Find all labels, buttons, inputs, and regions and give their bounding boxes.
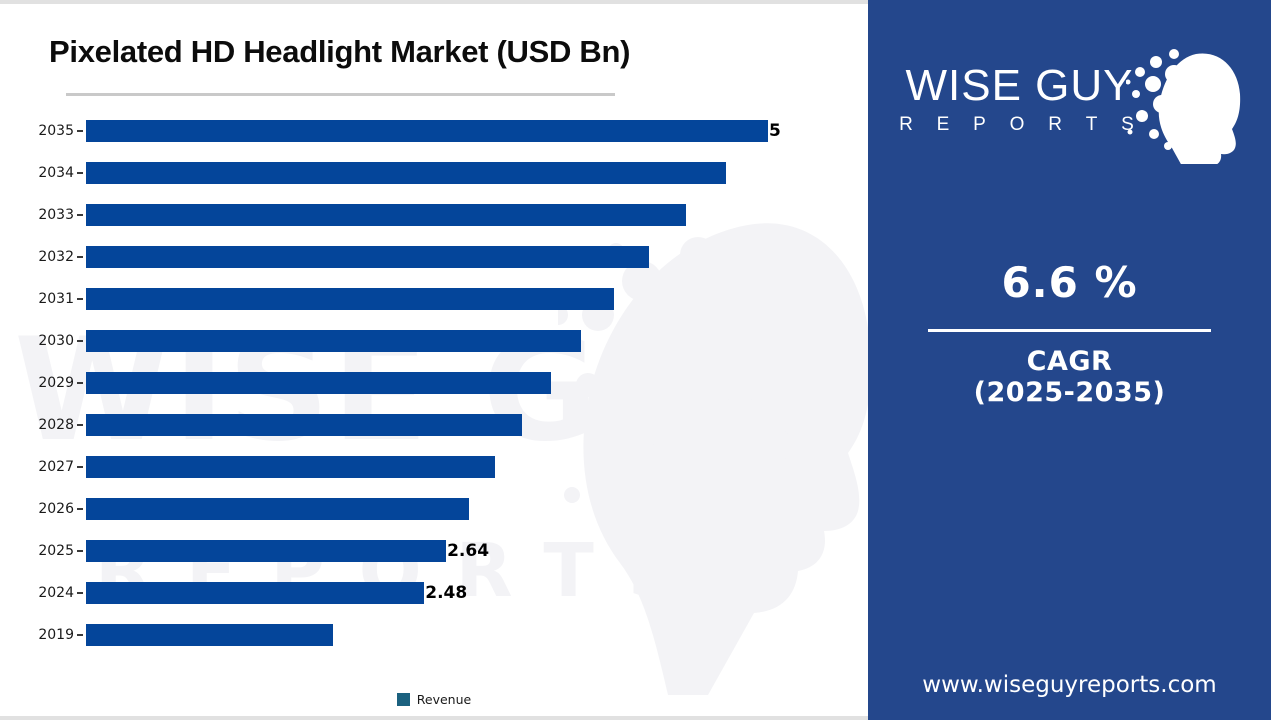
bar-row: 2032 — [0, 236, 868, 278]
bar-row: 2019 — [0, 614, 868, 656]
bar-value-label: 2.48 — [425, 583, 468, 603]
cagr-block: 6.6 % CAGR (2025-2035) — [868, 258, 1271, 408]
chart-area: Pixelated HD Headlight Market (USD Bn) W… — [0, 0, 868, 720]
y-axis-label: 2025 — [38, 543, 74, 559]
bar-row: 2025 2.64 — [0, 530, 868, 572]
bar-row: 2033 — [0, 194, 868, 236]
bar-2028 — [86, 414, 523, 436]
bar-row: 2028 — [0, 404, 868, 446]
y-axis-label: 2026 — [38, 501, 74, 517]
bar-2034 — [86, 162, 726, 184]
legend-label: Revenue — [416, 692, 472, 707]
brand-logo-text: WISE GUY R E P O R T S — [895, 64, 1144, 136]
y-axis-label: 2034 — [38, 165, 74, 181]
bar-2035 — [86, 120, 768, 142]
y-axis-label: 2032 — [38, 249, 74, 265]
bar-2031 — [86, 288, 614, 310]
bar-row: 2034 — [0, 152, 868, 194]
bar-row: 2027 — [0, 446, 868, 488]
y-axis-label: 2019 — [38, 627, 74, 643]
axis-tick-icon — [77, 382, 83, 384]
bottom-border — [0, 716, 868, 720]
cagr-period: (2025-2035) — [973, 377, 1166, 408]
cagr-value: 6.6 % — [1001, 258, 1138, 307]
y-axis-label: 2027 — [38, 459, 74, 475]
y-axis-label: 2030 — [38, 333, 74, 349]
bar-value-label: 5 — [769, 121, 781, 141]
y-axis-label: 2024 — [38, 585, 74, 601]
brand-subname: R E P O R T S — [899, 114, 1144, 135]
y-axis-label: 2033 — [38, 207, 74, 223]
bar-2025 — [86, 540, 447, 562]
axis-tick-icon — [77, 424, 83, 426]
axis-tick-icon — [77, 550, 83, 552]
bar-row: 2035 5 — [0, 110, 868, 152]
chart-title: Pixelated HD Headlight Market (USD Bn) — [49, 34, 631, 69]
axis-tick-icon — [77, 130, 83, 132]
brand-panel: WISE GUY R E P O R T S 6.6 % CAGR (2025- — [868, 0, 1271, 720]
axis-tick-icon — [77, 508, 83, 510]
cagr-divider — [928, 329, 1211, 332]
axis-tick-icon — [77, 592, 83, 594]
axis-tick-icon — [77, 466, 83, 468]
bar-row: 2031 — [0, 278, 868, 320]
bar-2019 — [86, 624, 333, 646]
bar-2024 — [86, 582, 425, 604]
y-axis-label: 2031 — [38, 291, 74, 307]
bar-2030 — [86, 330, 582, 352]
y-axis-label: 2029 — [38, 375, 74, 391]
bar-rows: 2035 5 2034 2033 2032 2031 2030 2029 2028 2027 202… — [0, 110, 868, 656]
bar-row: 2030 — [0, 320, 868, 362]
cagr-label: CAGR — [1026, 346, 1113, 377]
title-underline — [66, 93, 615, 96]
legend: Revenue — [0, 692, 868, 707]
axis-tick-icon — [77, 298, 83, 300]
top-border — [0, 0, 868, 4]
bar-2032 — [86, 246, 650, 268]
website-url: www.wiseguyreports.com — [922, 672, 1217, 698]
axis-tick-icon — [77, 214, 83, 216]
legend-swatch-icon — [396, 693, 410, 706]
brand-logo: WISE GUY R E P O R T S — [868, 42, 1271, 164]
brand-name: WISE GUY — [905, 61, 1134, 110]
axis-tick-icon — [77, 340, 83, 342]
bar-row: 2026 — [0, 488, 868, 530]
axis-tick-icon — [77, 256, 83, 258]
bar-row: 2029 — [0, 362, 868, 404]
y-axis-label: 2028 — [38, 417, 74, 433]
axis-tick-icon — [77, 634, 83, 636]
bar-2033 — [86, 204, 687, 226]
bar-2027 — [86, 456, 496, 478]
bar-2026 — [86, 498, 470, 520]
bar-row: 2024 2.48 — [0, 572, 868, 614]
brand-head-icon — [1125, 49, 1240, 164]
axis-tick-icon — [77, 172, 83, 174]
bar-2029 — [86, 372, 552, 394]
bar-value-label: 2.64 — [447, 541, 490, 561]
y-axis-label: 2035 — [38, 123, 74, 139]
